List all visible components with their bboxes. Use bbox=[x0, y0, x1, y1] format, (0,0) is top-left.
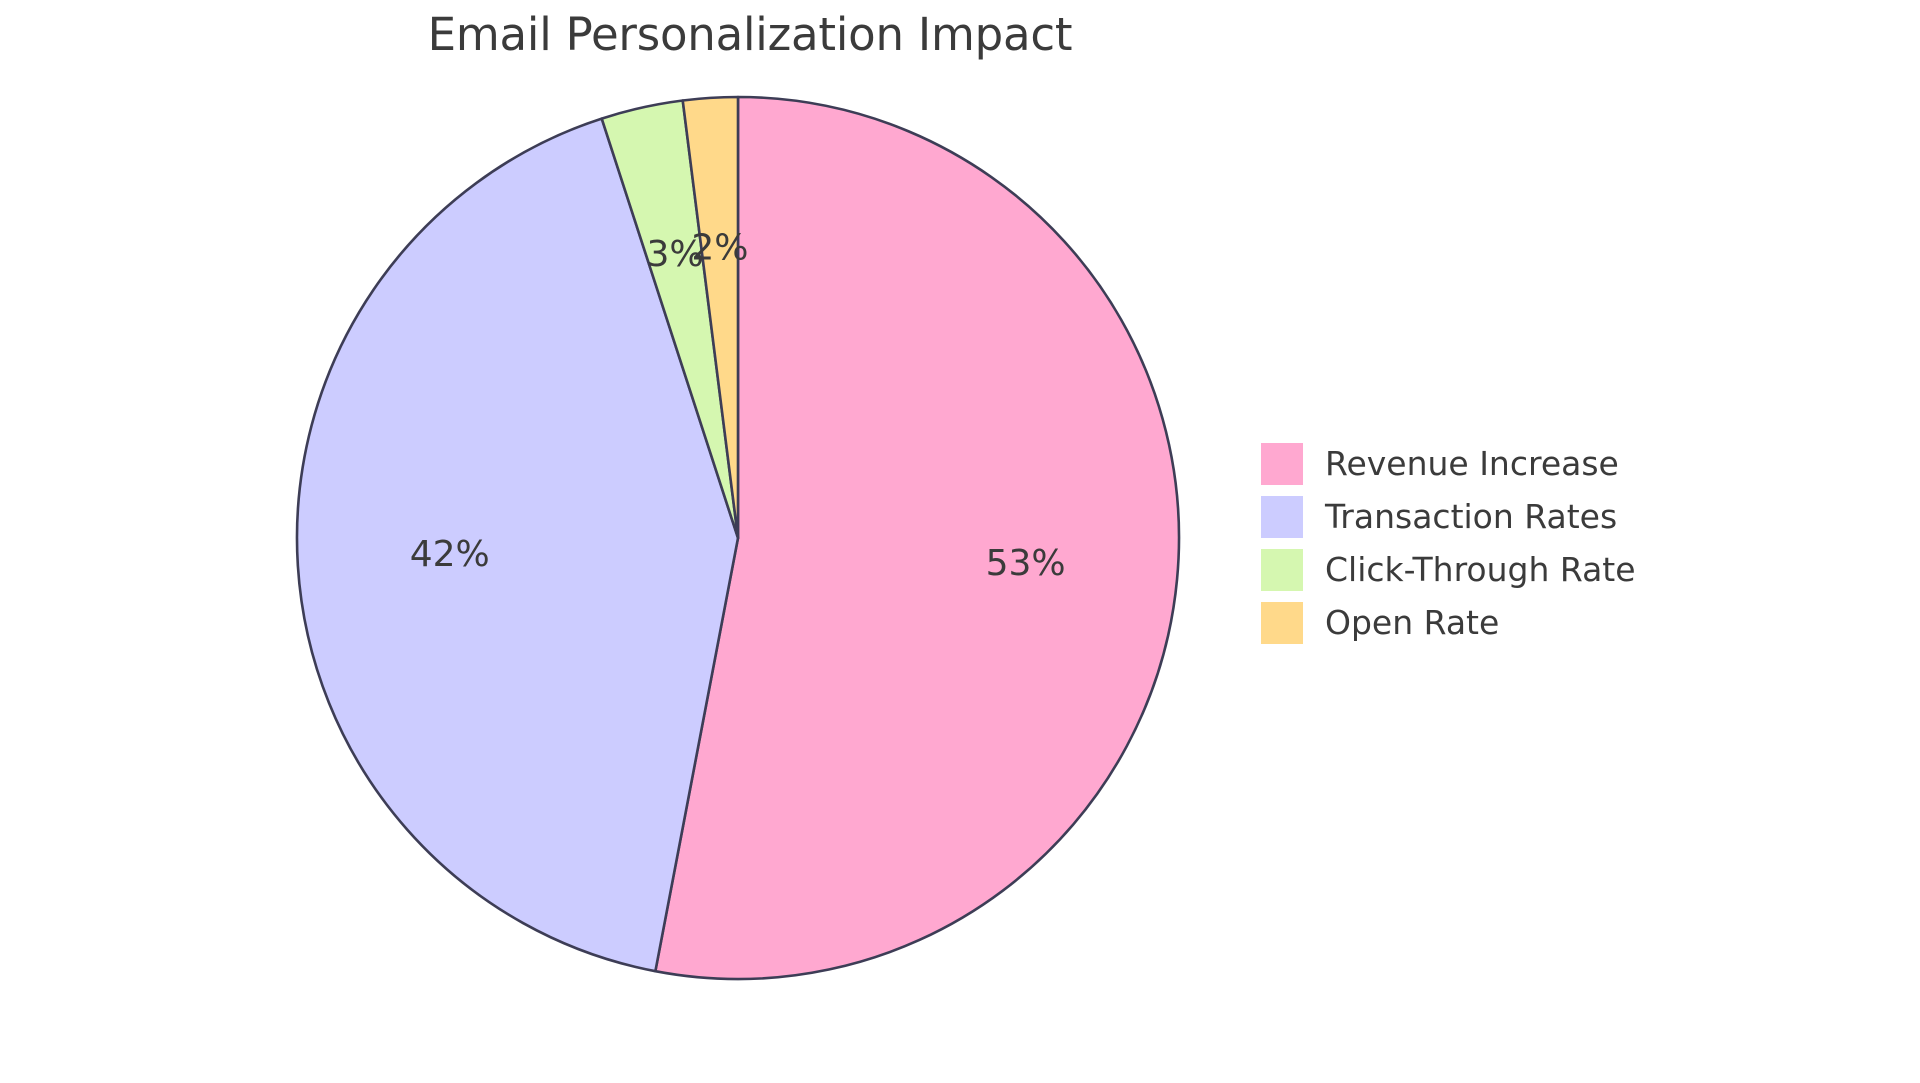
pie-value-labels-group: 53% 42% 3%2% bbox=[410, 228, 1066, 585]
pie-slice[interactable] bbox=[681, 95, 740, 540]
pie-slice-value-label: 53% bbox=[986, 543, 1066, 584]
chart-title: Email Personalization Impact bbox=[427, 8, 1073, 61]
legend-swatch-click-through-rate bbox=[1261, 548, 1303, 591]
pie-slice[interactable] bbox=[654, 95, 1181, 981]
legend-item-label: Open Rate bbox=[1325, 603, 1500, 642]
pie-slice-value-label: 3% bbox=[646, 234, 703, 275]
pie-slices-group bbox=[295, 95, 1181, 981]
legend-item-label: Transaction Rates bbox=[1325, 497, 1618, 536]
pie-plot-area: 53% 42% 3% 2% bbox=[294, 95, 1182, 983]
legend-item[interactable]: Revenue Increase bbox=[1261, 437, 1691, 490]
legend-item[interactable]: Click-Through Rate bbox=[1261, 543, 1691, 596]
pie-svg: 53% 42% 3%2% bbox=[295, 95, 1181, 981]
legend-item[interactable]: Transaction Rates bbox=[1261, 490, 1691, 543]
legend-swatch-open-rate bbox=[1261, 601, 1303, 644]
pie-slice[interactable] bbox=[295, 117, 740, 973]
legend-swatch-revenue-increase bbox=[1261, 442, 1303, 485]
legend-swatch-transaction-rates bbox=[1261, 495, 1303, 538]
pie-slice-value-label: 2% bbox=[691, 228, 748, 269]
chart-legend: Revenue Increase Transaction Rates Click-T… bbox=[1261, 437, 1691, 649]
legend-item-label: Click-Through Rate bbox=[1325, 550, 1636, 589]
legend-item[interactable]: Open Rate bbox=[1261, 596, 1691, 649]
legend-item-label: Revenue Increase bbox=[1325, 444, 1619, 483]
pie-slice-value-label: 42% bbox=[410, 534, 490, 575]
